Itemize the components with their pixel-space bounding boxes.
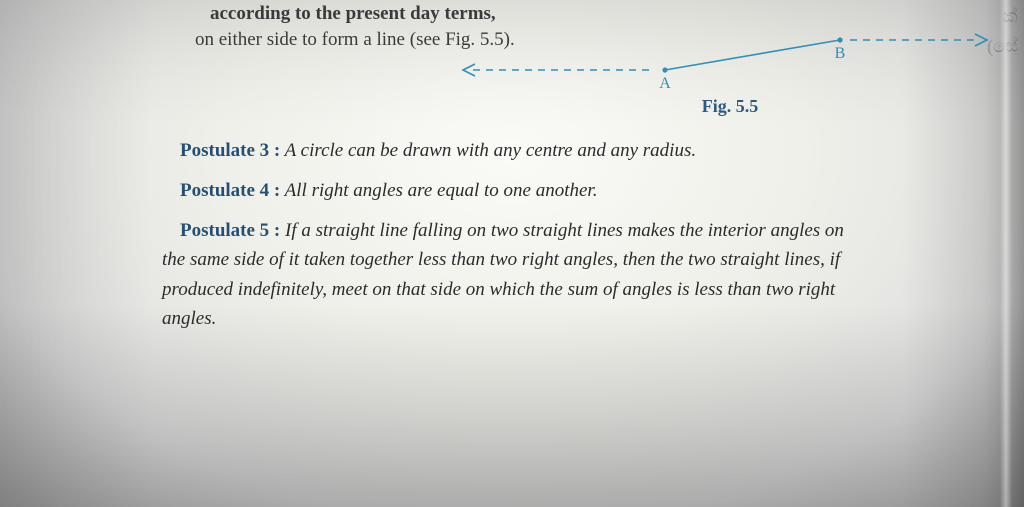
book-page: according to the present day terms, on e… [0, 0, 1024, 507]
segment-ab [665, 40, 840, 70]
label-a: A [659, 75, 671, 90]
arrow-right-icon [975, 34, 987, 46]
postulate-4-lead: Postulate 4 : [180, 180, 280, 201]
figure-5-5-svg: A B [455, 20, 995, 90]
margin-note-2: (සේ [986, 35, 1018, 57]
postulate-3-body: A circle can be drawn with any centre an… [280, 140, 696, 161]
point-a-dot [662, 67, 667, 72]
postulate-4: Postulate 4 : All right angles are equal… [162, 176, 982, 205]
margin-note-1: ක් [1003, 6, 1018, 27]
point-b-dot [837, 37, 842, 42]
postulate-4-body: All right angles are equal to one anothe… [280, 180, 597, 201]
postulate-5: Postulate 5 : If a straight line falling… [162, 216, 1012, 334]
postulate-3-lead: Postulate 3 : [180, 140, 280, 161]
figure-5-5: A B [455, 20, 995, 90]
postulate-5-cont3: angles. [162, 304, 1012, 333]
figure-caption: Fig. 5.5 [480, 96, 980, 117]
postulate-5-cont2: produced indefinitely, meet on that side… [162, 275, 1012, 304]
postulate-5-cont1: the same side of it taken together less … [162, 245, 1012, 274]
partial-line-0: according to the present day terms, [210, 0, 496, 29]
postulate-5-body: If a straight line falling on two straig… [280, 220, 844, 241]
postulate-5-lead: Postulate 5 : [180, 220, 280, 241]
label-b: B [835, 45, 846, 62]
postulate-3: Postulate 3 : A circle can be drawn with… [162, 136, 982, 165]
